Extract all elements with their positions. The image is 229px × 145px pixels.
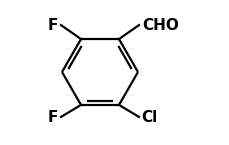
Text: Cl: Cl <box>141 110 157 125</box>
Text: CHO: CHO <box>142 18 179 33</box>
Text: F: F <box>48 110 58 125</box>
Text: F: F <box>48 18 58 33</box>
